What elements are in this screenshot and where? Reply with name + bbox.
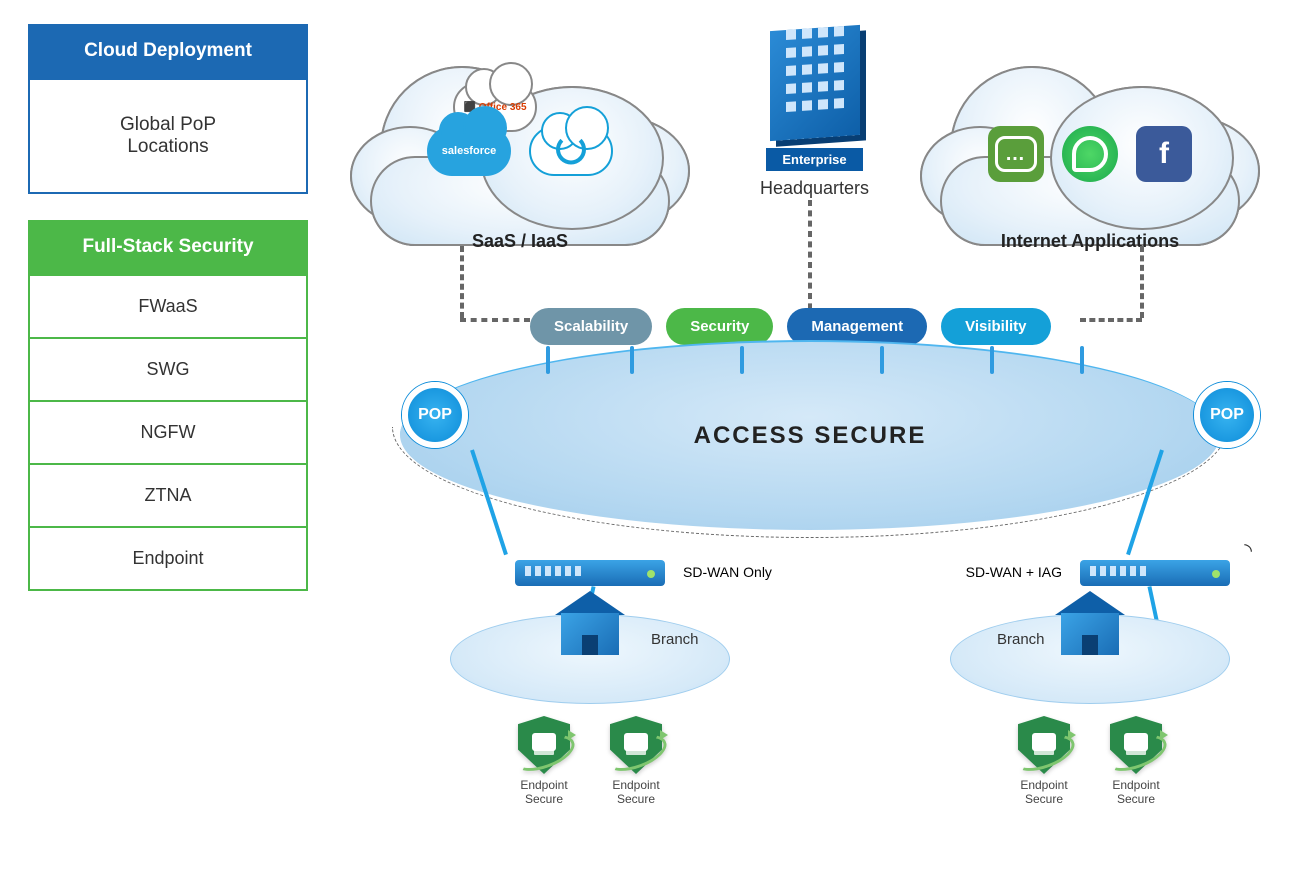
dash-left-down: [460, 246, 464, 318]
branch-left: SD-WAN Only Branch Endpoint Secure Endpo…: [420, 560, 760, 807]
router-right-icon: ◝: [1080, 560, 1230, 586]
cloud-saas-iaas: ⬛ Office 365 salesforce SaaS / IaaS: [350, 56, 690, 246]
security-item-swg: SWG: [28, 339, 308, 402]
global-pop-text: Global PoP Locations: [120, 114, 216, 157]
house-right-icon: [1055, 595, 1125, 655]
enterprise-badge: Enterprise: [766, 148, 862, 171]
endpoints-left: Endpoint Secure Endpoint Secure: [420, 716, 760, 807]
router-left-icon: [515, 560, 665, 586]
house-left-icon: [555, 595, 625, 655]
headquarters-label: Headquarters: [760, 178, 869, 199]
cloud-deployment-header: Cloud Deployment: [28, 24, 308, 78]
pop-badge-left: POP: [402, 382, 468, 448]
facebook-icon: f: [1136, 126, 1192, 182]
cloud-internet-label: Internet Applications: [920, 231, 1260, 252]
tick: [880, 346, 884, 374]
security-item-ztna: ZTNA: [28, 465, 308, 528]
dash-left-right: [460, 318, 530, 322]
endpoints-right: Endpoint Secure Endpoint Secure: [920, 716, 1260, 807]
sidebar: Cloud Deployment Global PoP Locations Fu…: [28, 24, 308, 591]
branch-right-label: Branch: [997, 631, 1045, 648]
tick: [990, 346, 994, 374]
endpoint-item: Endpoint Secure: [610, 716, 662, 807]
endpoint-item: Endpoint Secure: [1110, 716, 1162, 807]
dash-right-left: [1080, 318, 1142, 322]
wechat-icon: [988, 126, 1044, 182]
branch-right-disc: Branch: [950, 614, 1230, 704]
salesforce-icon: salesforce: [427, 126, 511, 176]
security-item-fwaas: FWaaS: [28, 274, 308, 339]
security-item-ngfw: NGFW: [28, 402, 308, 465]
branch-left-disc: Branch: [450, 614, 730, 704]
sdwan-left-label: SD-WAN Only: [683, 564, 772, 580]
endpoint-item: Endpoint Secure: [1018, 716, 1070, 807]
security-item-endpoint: Endpoint: [28, 528, 308, 591]
cloud-saas-label: SaaS / IaaS: [350, 231, 690, 252]
tick: [630, 346, 634, 374]
branch-right: SD-WAN + IAG ◝ Branch Endpoint Secure En…: [920, 560, 1260, 807]
shield-icon: [518, 716, 570, 774]
access-secure-title: ACCESS SECURE: [694, 422, 927, 450]
pill-scalability: Scalability: [530, 308, 652, 345]
tick: [546, 346, 550, 374]
shield-icon: [610, 716, 662, 774]
endpoint-item: Endpoint Secure: [518, 716, 570, 807]
full-stack-security-header: Full-Stack Security: [28, 220, 308, 274]
sdwan-right-label: SD-WAN + IAG: [966, 564, 1062, 580]
building-icon: [770, 25, 860, 141]
access-secure-ellipse: ACCESS SECURE: [400, 340, 1220, 530]
dash-right-down: [1140, 246, 1144, 318]
pop-badge-right: POP: [1194, 382, 1260, 448]
global-pop-box: Global PoP Locations: [28, 78, 308, 194]
diagram-area: Enterprise Headquarters ⬛ Office 365 sal…: [340, 20, 1289, 852]
branch-left-label: Branch: [651, 631, 699, 648]
pill-visibility: Visibility: [941, 308, 1050, 345]
cloud-internet-apps: f Internet Applications: [920, 56, 1260, 246]
tick: [740, 346, 744, 374]
tencent-cloud-icon: [529, 126, 613, 176]
shield-icon: [1110, 716, 1162, 774]
shield-icon: [1018, 716, 1070, 774]
pill-security: Security: [666, 308, 773, 345]
wifi-icon: ◝: [1244, 538, 1252, 563]
tick: [1080, 346, 1084, 374]
whatsapp-icon: [1062, 126, 1118, 182]
enterprise-block: Enterprise: [745, 20, 885, 171]
